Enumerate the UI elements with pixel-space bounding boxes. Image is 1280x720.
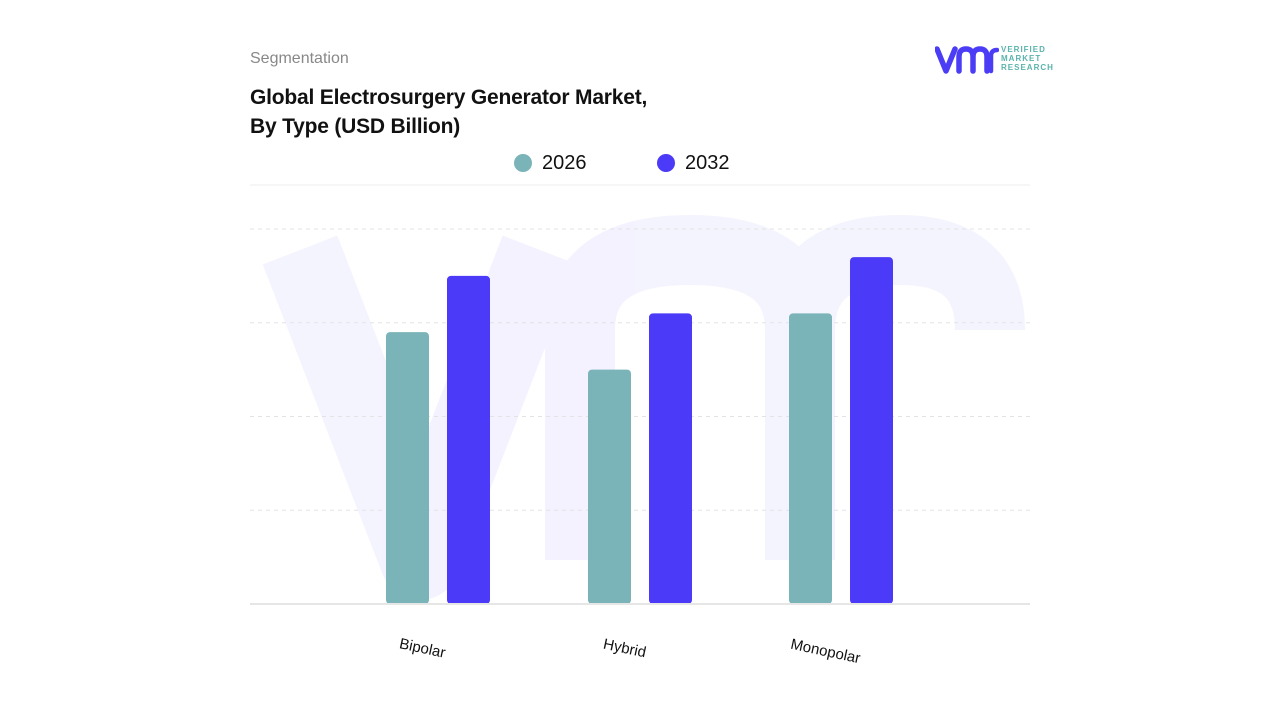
logo-wordmark: VERIFIED MARKET RESEARCH	[1001, 45, 1054, 72]
logo-line-3: RESEARCH	[1001, 63, 1054, 72]
chart-title: Global Electrosurgery Generator Market, …	[250, 83, 647, 141]
brand-logo: VERIFIED MARKET RESEARCH	[934, 43, 1065, 77]
bar-bipolar-2026	[386, 332, 429, 604]
vmr-logo-icon	[934, 46, 1000, 74]
bar-monopolar-2032	[850, 257, 893, 604]
bar-hybrid-2032	[649, 313, 692, 604]
logo-line-1: VERIFIED	[1001, 45, 1046, 54]
legend-swatch-2032	[657, 154, 675, 172]
segmentation-label: Segmentation	[250, 50, 349, 67]
legend-swatch-2026	[514, 154, 532, 172]
chart-title-line-1: Global Electrosurgery Generator Market,	[250, 86, 648, 109]
legend-item-2026: 2026	[514, 150, 587, 176]
chart-legend: 2026 2032	[0, 150, 1280, 176]
bars	[386, 257, 893, 604]
logo-line-2: MARKET	[1001, 54, 1042, 63]
legend-label-2032: 2032	[685, 151, 730, 174]
bar-bipolar-2032	[447, 275, 490, 604]
bar-hybrid-2026	[588, 369, 631, 604]
bar-monopolar-2026	[789, 313, 832, 604]
gridlines	[250, 228, 1030, 511]
legend-label-2026: 2026	[542, 151, 587, 174]
legend-item-2032: 2032	[657, 150, 730, 176]
chart-title-line-2: By Type (USD Billion)	[250, 115, 461, 138]
